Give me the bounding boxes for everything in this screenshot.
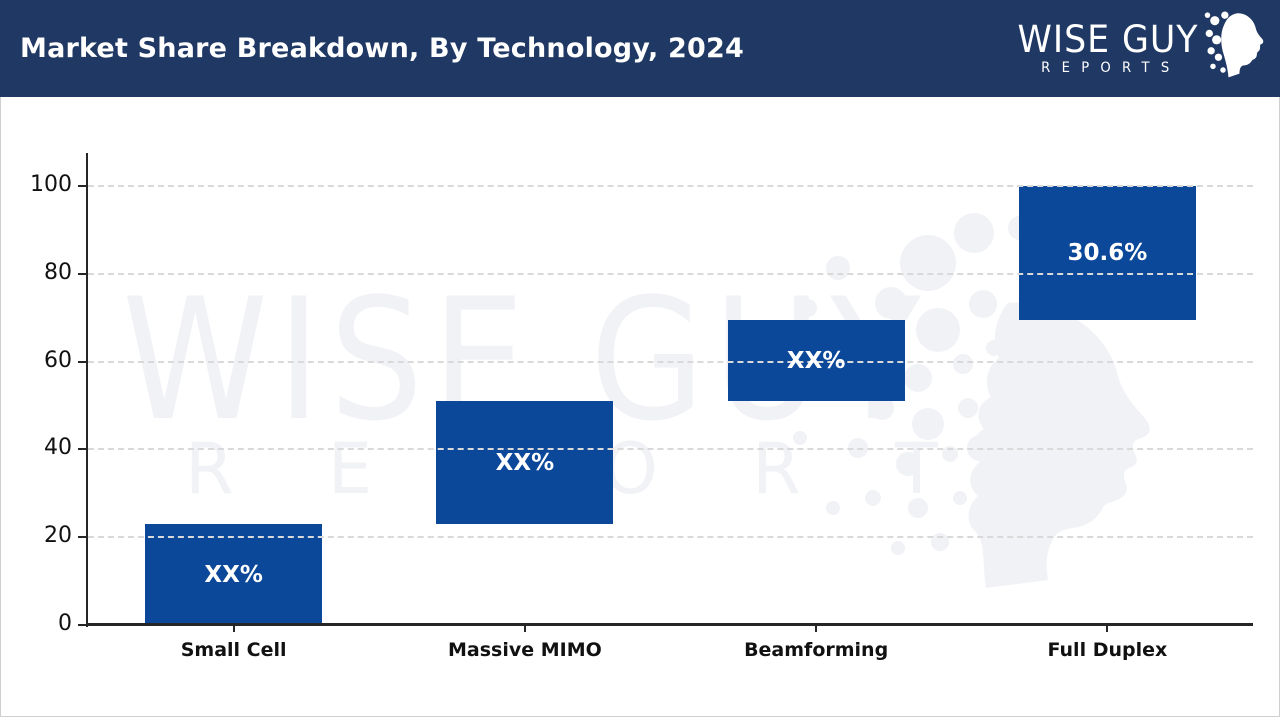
y-tick-label-100: 100 <box>30 172 72 197</box>
report-header: Market Share Breakdown, By Technology, 2… <box>0 0 1280 97</box>
y-tick-label-40: 40 <box>44 435 72 461</box>
y-axis-line <box>86 153 88 627</box>
brand-name: WISE GUY <box>1017 17 1198 61</box>
bar-full-duplex <box>1018 186 1196 321</box>
watermark-head-icon <box>793 213 1150 588</box>
page-title: Market Share Breakdown, By Technology, 2… <box>20 33 745 64</box>
x-tick-mark-1 <box>523 625 526 632</box>
x-category-label-1: Massive MIMO <box>447 639 602 661</box>
x-tick-mark-2 <box>815 625 818 632</box>
y-tick-mark-100 <box>78 185 87 187</box>
watermark-text-reports: R E P O R T S <box>185 428 1113 510</box>
x-tick-mark-0 <box>232 625 235 632</box>
brand-logo-text: WISE GUY REPORTS <box>1017 17 1198 77</box>
y-tick-mark-20 <box>78 536 87 539</box>
y-tick-mark-0 <box>78 624 87 626</box>
grid-line-80 <box>88 272 1253 275</box>
grid-line-40 <box>88 448 1253 451</box>
grid-line-20 <box>88 536 1253 539</box>
bar-small-cell <box>145 524 323 625</box>
bar-value-label: XX% <box>204 561 263 588</box>
grid-line-60 <box>88 360 1253 363</box>
brand-head-icon <box>1204 11 1264 77</box>
y-tick-label-80: 80 <box>44 259 72 285</box>
x-category-label-2: Beamforming <box>744 639 889 661</box>
y-tick-mark-40 <box>78 448 87 451</box>
brand-logo: WISE GUY REPORTS <box>1006 7 1280 91</box>
y-tick-mark-60 <box>78 360 87 363</box>
bar-value-label: XX% <box>786 347 846 374</box>
x-category-label-0: Small Cell <box>180 639 287 661</box>
x-axis-line <box>86 623 1253 626</box>
grid-line-100 <box>88 185 1253 187</box>
bar-value-label: 30.6% <box>1067 240 1148 267</box>
y-tick-mark-80 <box>78 272 87 275</box>
y-tick-label-60: 60 <box>44 347 72 373</box>
bar-value-label: XX% <box>495 449 555 476</box>
bar-massive-mimo <box>436 401 614 525</box>
x-category-label-3: Full Duplex <box>1047 639 1168 661</box>
x-tick-mark-3 <box>1106 625 1109 632</box>
y-tick-label-0: 0 <box>58 611 72 636</box>
y-tick-label-20: 20 <box>44 523 72 549</box>
brand-subtitle: REPORTS <box>1040 60 1180 77</box>
